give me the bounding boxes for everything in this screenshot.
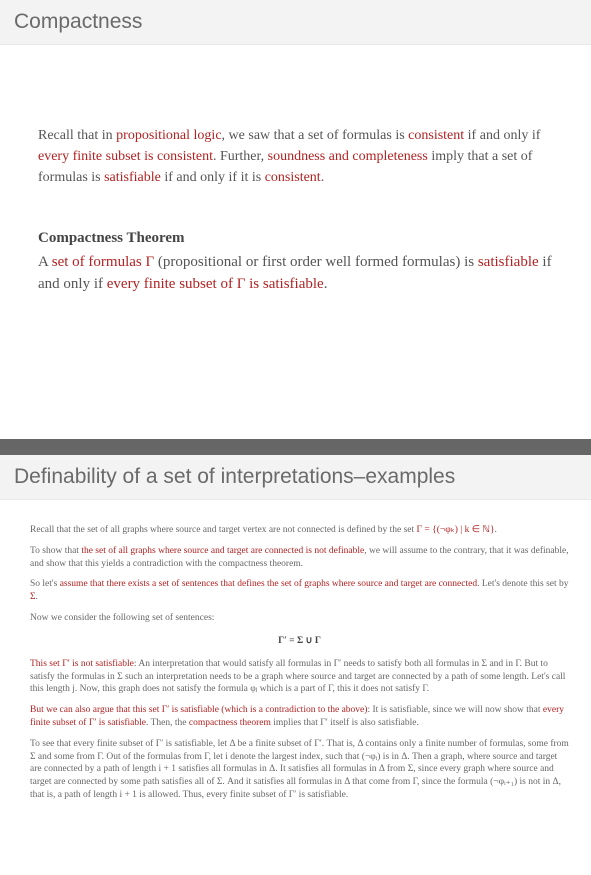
text: To show that [30,546,81,556]
claim-not-definable: the set of all graphs where source and t… [81,546,364,556]
recall-paragraph: Recall that in propositional logic, we s… [38,125,565,188]
term-soundness-completeness: soundness and completeness [268,149,428,164]
text: . [321,170,325,185]
slide-body: Recall that the set of all graphs where … [0,500,591,824]
title-bar: Definability of a set of interpretations… [0,455,591,500]
slide-body: Recall that in propositional logic, we s… [0,45,591,313]
term-satisfiable: satisfiable [104,170,161,185]
text: if and only if it is [161,170,265,185]
claim-satisfiable-contradiction: But we can also argue that this set Γ′ i… [30,705,367,715]
not-satisfiable-paragraph: This set Γ′ is not satisfiable: An inter… [30,658,569,696]
slide-compactness: Compactness Recall that in propositional… [0,0,591,439]
slide-title: Compactness [14,10,577,34]
text: . Let's denote this set by [477,579,568,589]
slide-definability: Definability of a set of interpretations… [0,455,591,875]
term-finite-subset-consistent: every finite subset is consistent [38,149,213,164]
compactness-theorem-ref: compactness theorem [189,718,271,728]
consider-paragraph: Now we consider the following set of sen… [30,612,569,625]
term-set-of-formulas: set of formulas Γ [52,254,154,270]
text: implies that Γ′ itself is also satisfiab… [271,718,419,728]
term-satisfiable-2: satisfiable [478,254,539,270]
assumption: assume that there exists a set of senten… [60,579,477,589]
text: . Further, [213,149,268,164]
slide-title: Definability of a set of interpretations… [14,465,577,489]
claim-not-satisfiable: This set Γ′ is not satisfiable [30,659,134,669]
gamma-definition: Γ = {(¬φₖ) | k ∈ ℕ} [417,525,495,535]
recall-set-paragraph: Recall that the set of all graphs where … [30,524,569,537]
text: : It is satisfiable, since we will now s… [367,705,542,715]
text: So let's [30,579,60,589]
text: (propositional or first order well forme… [154,254,478,270]
text: , we saw that a set of formulas is [222,128,409,143]
assume-paragraph: So let's assume that there exists a set … [30,578,569,604]
theorem-block: Compactness Theorem A set of formulas Γ … [38,228,565,295]
gamma-prime-equation: Γ′ = Σ ∪ Γ [30,635,569,648]
text: Recall that the set of all graphs where … [30,525,417,535]
not-definable-paragraph: To show that the set of all graphs where… [30,545,569,571]
term-every-finite-subset-satisfiable: every finite subset of Γ is satisfiable [107,276,324,292]
text: A [38,254,52,270]
term-consistent: consistent [408,128,464,143]
satisfiable-paragraph: But we can also argue that this set Γ′ i… [30,704,569,730]
text: . [324,276,328,292]
theorem-header: Compactness Theorem [38,228,565,250]
proof-paragraph: To see that every finite subset of Γ′ is… [30,738,569,802]
text: . [36,592,38,602]
title-bar: Compactness [0,0,591,45]
term-propositional-logic: propositional logic [116,128,221,143]
text: if and only if [464,128,540,143]
text: . Then, the [146,718,189,728]
term-consistent-2: consistent [265,170,321,185]
text: Recall that in [38,128,116,143]
text: . [495,525,497,535]
